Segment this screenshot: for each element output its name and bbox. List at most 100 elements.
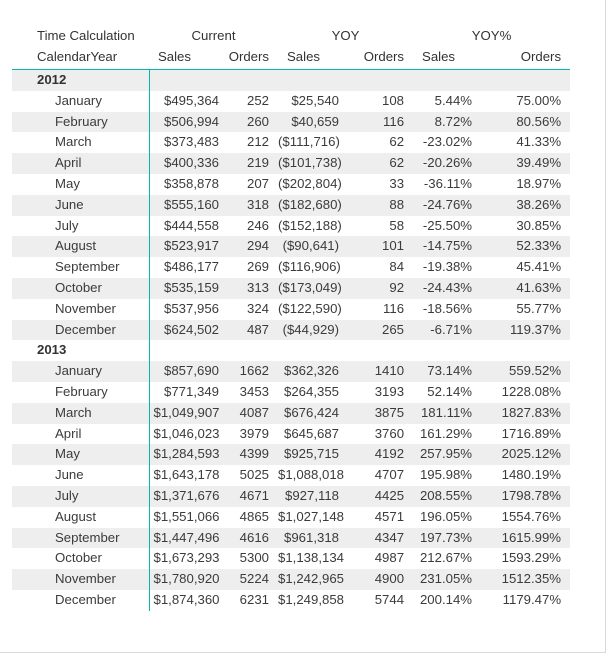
cell-current-sales[interactable]: $523,917 xyxy=(148,236,228,258)
table-row[interactable]: May $358,878 207 ($202,804) 33 -36.11% 18.97% xyxy=(12,173,570,195)
cell-yoypct-orders[interactable]: 2025.12% xyxy=(481,444,571,466)
table-row[interactable]: April $400,336 219 ($101,738) 62 -20.26% 39.49… xyxy=(12,153,571,174)
cell-current-orders[interactable]: 313 xyxy=(228,277,279,299)
cell-current-orders[interactable]: 318 xyxy=(228,194,279,216)
table-row[interactable]: June $1,643,178 5025 $1,088,018 4707 195.98% 1… xyxy=(12,465,570,486)
column-header-yoypct-orders[interactable]: Orders xyxy=(481,49,571,70)
cell-yoypct-sales[interactable]: -18.56% xyxy=(422,300,473,316)
row-label[interactable]: August xyxy=(12,236,149,258)
table-group-row[interactable]: 2012 xyxy=(12,69,571,91)
cell-current-orders[interactable]: 4616 xyxy=(228,527,279,549)
cell-yoypct-sales[interactable]: 195.98% xyxy=(419,467,473,483)
cell-current-orders[interactable]: 324 xyxy=(247,300,270,316)
column-group-yoy[interactable]: YOY xyxy=(331,28,360,43)
cell-current-orders[interactable]: 212 xyxy=(247,134,270,150)
cell-current-sales[interactable]: $486,177 xyxy=(148,257,228,278)
cell-yoy-orders[interactable] xyxy=(348,340,413,361)
cell-yoypct-orders[interactable]: 39.49% xyxy=(481,153,571,174)
cell-yoypct-sales[interactable]: 231.05% xyxy=(413,569,482,590)
cell-yoy-sales[interactable]: ($111,716) xyxy=(278,134,340,150)
cell-current-sales[interactable]: $624,502 xyxy=(148,319,228,341)
row-label[interactable]: March xyxy=(55,134,92,150)
cell-current-sales[interactable]: $537,956 xyxy=(148,298,228,320)
table-row[interactable]: July $1,371,676 4671 $927,118 4425 208.55% 179… xyxy=(12,485,571,507)
cell-current-sales[interactable]: $555,160 xyxy=(148,194,228,216)
matrix-visual[interactable]: Time Calculation Current YOY YOY% Calend… xyxy=(0,0,594,640)
cell-yoypct-sales[interactable]: 8.72% xyxy=(413,111,482,133)
cell-yoy-sales[interactable]: ($116,906) xyxy=(278,259,341,275)
cell-yoy-sales[interactable]: $1,027,148 xyxy=(278,508,345,524)
cell-yoypct-orders[interactable]: 1554.76% xyxy=(501,508,562,524)
row-label[interactable]: October xyxy=(55,550,102,566)
cell-current-orders[interactable]: 246 xyxy=(247,217,270,233)
row-label[interactable]: February xyxy=(12,111,149,133)
cell-yoy-orders[interactable]: 4900 xyxy=(348,569,414,590)
cell-current-sales[interactable]: $771,349 xyxy=(148,381,228,403)
cell-yoy-sales[interactable]: $1,138,134 xyxy=(278,550,345,566)
table-group-row[interactable]: 2013 xyxy=(12,340,570,362)
cell-current-sales[interactable]: $1,673,293 xyxy=(148,548,228,570)
cell-current-sales[interactable]: $506,994 xyxy=(148,111,228,133)
cell-yoy-orders[interactable]: 3193 xyxy=(374,383,405,399)
table-row[interactable]: January $857,690 1662 $362,326 1410 73.14% 559… xyxy=(12,361,571,382)
cell-current-sales[interactable]: $373,483 xyxy=(148,132,228,154)
cell-yoy-sales[interactable] xyxy=(278,340,348,361)
cell-yoy-sales[interactable]: $264,355 xyxy=(284,383,340,399)
cell-yoy-sales[interactable]: ($173,049) xyxy=(278,277,349,299)
cell-current-orders[interactable]: 5025 xyxy=(239,467,270,483)
cell-yoy-sales[interactable]: ($122,590) xyxy=(278,300,342,316)
cell-yoy-orders[interactable] xyxy=(348,69,414,91)
cell-yoy-orders[interactable]: 4987 xyxy=(374,550,405,566)
cell-current-sales[interactable]: $1,874,360 xyxy=(148,589,228,611)
cell-current-sales[interactable]: $1,284,593 xyxy=(148,444,228,466)
cell-yoypct-sales[interactable]: 52.14% xyxy=(427,383,473,399)
row-label[interactable]: November xyxy=(55,300,116,316)
row-label[interactable]: November xyxy=(12,569,149,590)
cell-current-sales[interactable]: $1,049,907 xyxy=(148,402,228,424)
cell-yoy-orders[interactable]: 58 xyxy=(389,217,405,233)
cell-current-orders[interactable]: 6231 xyxy=(239,591,270,607)
cell-yoypct-orders[interactable]: 1827.83% xyxy=(481,402,571,424)
table-row[interactable]: October $535,159 313 ($173,049) 92 -24.43% 41.… xyxy=(12,277,571,299)
cell-yoypct-orders[interactable]: 559.52% xyxy=(481,361,571,382)
cell-yoypct-sales[interactable]: 196.05% xyxy=(419,508,473,524)
cell-current-orders[interactable]: 4087 xyxy=(228,402,279,424)
cell-yoy-orders[interactable]: 108 xyxy=(382,92,405,108)
table-row[interactable]: November $537,956 324 ($122,590) 116 -18.56% 5… xyxy=(12,298,570,320)
cell-current-orders[interactable]: 5300 xyxy=(239,550,270,566)
cell-yoy-orders[interactable]: 33 xyxy=(389,175,405,191)
cell-yoy-sales[interactable]: ($182,680) xyxy=(278,194,349,216)
cell-yoypct-orders[interactable]: 1480.19% xyxy=(501,467,562,483)
cell-current-orders[interactable]: 487 xyxy=(228,319,279,341)
cell-yoypct-orders[interactable]: 1228.08% xyxy=(501,383,562,399)
row-label[interactable]: September xyxy=(55,259,120,275)
cell-yoypct-orders[interactable]: 1716.89% xyxy=(501,425,562,441)
cell-current-sales[interactable] xyxy=(148,340,228,362)
cell-yoy-orders[interactable]: 62 xyxy=(348,153,414,174)
cell-yoypct-sales[interactable]: -36.11% xyxy=(423,175,473,191)
cell-yoy-sales[interactable]: $961,318 xyxy=(278,527,349,549)
column-header-calendaryear[interactable]: CalendarYear xyxy=(12,49,149,70)
cell-yoy-sales[interactable]: ($101,738) xyxy=(278,153,349,174)
row-label[interactable]: July xyxy=(12,485,149,507)
cell-current-sales[interactable]: $444,558 xyxy=(148,215,228,237)
cell-current-sales[interactable]: $857,690 xyxy=(148,361,228,382)
cell-yoypct-sales[interactable]: -14.75% xyxy=(413,236,482,258)
cell-yoypct-sales[interactable] xyxy=(413,69,482,91)
cell-current-orders[interactable]: 5224 xyxy=(228,569,279,590)
row-label[interactable]: May xyxy=(12,444,149,466)
column-header-yoy-sales[interactable]: Sales xyxy=(278,49,349,70)
cell-yoy-orders[interactable]: 5744 xyxy=(374,591,405,607)
cell-yoypct-orders[interactable]: 75.00% xyxy=(516,92,562,108)
table-row[interactable]: December $1,874,360 6231 $1,249,858 5744 200.… xyxy=(12,589,570,611)
cell-yoy-orders[interactable]: 1410 xyxy=(348,361,414,382)
cell-yoypct-orders[interactable] xyxy=(481,340,570,361)
table-row[interactable]: November $1,780,920 5224 $1,242,965 4900 231.… xyxy=(12,569,571,590)
cell-yoypct-orders[interactable]: 119.37% xyxy=(481,319,571,341)
cell-yoy-sales[interactable]: $1,088,018 xyxy=(278,467,345,483)
cell-current-orders[interactable]: 3979 xyxy=(239,425,270,441)
cell-yoy-sales[interactable]: ($44,929) xyxy=(278,319,349,341)
cell-yoy-orders[interactable]: 101 xyxy=(348,236,414,258)
cell-yoypct-sales[interactable]: 161.29% xyxy=(419,425,473,441)
cell-current-sales[interactable] xyxy=(148,69,228,91)
